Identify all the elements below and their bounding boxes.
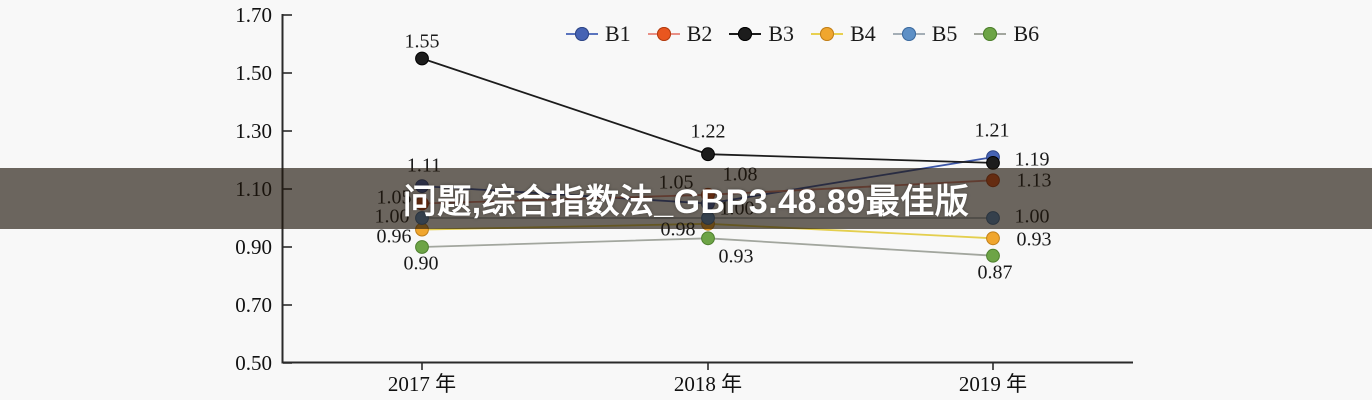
legend-marker-icon: [738, 27, 753, 41]
y-tick-label: 1.30: [235, 119, 272, 143]
legend-line-swatch: [647, 27, 680, 41]
legend-label: B3: [768, 21, 795, 46]
legend-label: B1: [605, 21, 631, 46]
legend-marker-icon: [820, 27, 835, 41]
y-tick-label: 0.70: [235, 293, 272, 317]
data-point-b3: [415, 51, 429, 66]
data-label-b3-2019: 1.19: [1014, 148, 1050, 171]
legend-item-b3: B3: [729, 21, 794, 47]
legend-line-swatch: [811, 27, 844, 41]
data-label-b6-2019: 0.87: [977, 261, 1013, 284]
x-tick-label-2017: 2017 年: [387, 372, 457, 396]
y-tick-label: 1.50: [235, 61, 272, 85]
legend-label: B2: [686, 21, 713, 46]
legend-item-b6: B6: [974, 21, 1039, 47]
data-point-b6: [415, 240, 429, 254]
legend-line-swatch: [729, 27, 762, 41]
legend: B1 B2 B3 B4 B5 B6: [566, 18, 1039, 50]
data-point-b6: [986, 248, 1000, 263]
y-tick-label: 0.90: [235, 235, 272, 259]
series-line-b3: [421, 57, 994, 164]
data-point-b3: [701, 147, 715, 162]
legend-line-swatch: [566, 27, 598, 41]
page-title: 问题,综合指数法_GBP3.48.89最佳版: [402, 183, 970, 221]
legend-item-b2: B2: [647, 21, 713, 47]
data-label-b6-2017: 0.90: [403, 252, 439, 275]
data-label-b4-2019: 0.93: [1016, 228, 1052, 251]
data-label-b1-2019: 1.21: [974, 119, 1010, 142]
legend-marker-icon: [901, 27, 916, 41]
data-label-b4-2017: 0.96: [376, 225, 412, 248]
legend-marker-icon: [656, 27, 671, 41]
title-banner-overlay: 问题,综合指数法_GBP3.48.89最佳版: [0, 168, 1372, 229]
legend-marker-icon: [983, 27, 998, 41]
legend-label: B6: [1013, 21, 1040, 46]
legend-line-swatch: [974, 27, 1007, 41]
legend-item-b4: B4: [811, 21, 876, 47]
data-label-b3-2017: 1.55: [404, 30, 440, 53]
y-tick-label: 0.50: [235, 351, 272, 375]
y-tick-label: 1.70: [235, 3, 272, 27]
legend-marker-icon: [575, 27, 589, 41]
x-tick-label-2018: 2018 年: [673, 372, 743, 396]
legend-item-b1: B1: [566, 21, 631, 47]
data-label-b6-2018: 0.93: [718, 245, 754, 268]
legend-label: B4: [850, 21, 876, 46]
legend-item-b5: B5: [892, 21, 958, 47]
legend-label: B5: [931, 21, 958, 46]
legend-line-swatch: [892, 27, 925, 41]
data-label-b3-2018: 1.22: [690, 120, 726, 143]
data-point-b6: [701, 231, 715, 246]
data-point-b4: [986, 231, 1000, 246]
x-tick-label-2019: 2019 年: [958, 372, 1028, 396]
